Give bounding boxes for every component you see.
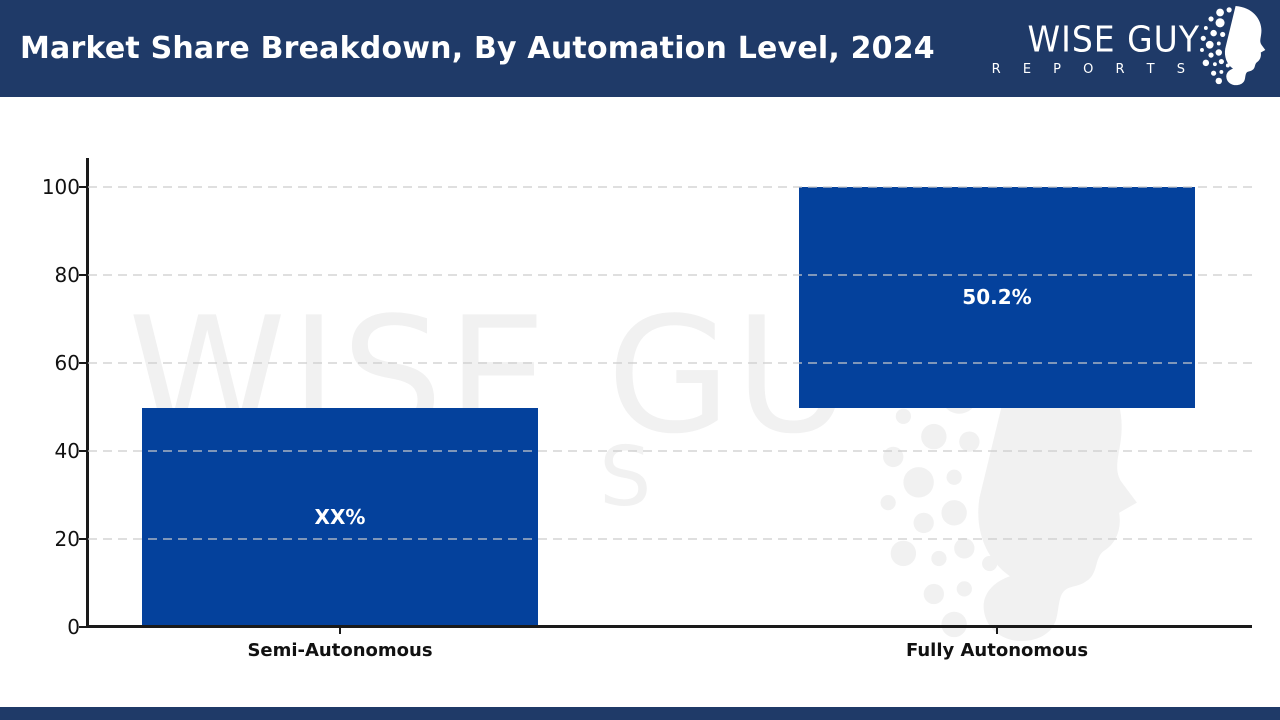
y-tick-mark <box>79 362 87 364</box>
y-tick-label: 40 <box>54 439 80 463</box>
y-tick-label: 100 <box>41 175 80 199</box>
header-band: Market Share Breakdown, By Automation Le… <box>0 0 1280 97</box>
gridline <box>88 538 1252 540</box>
y-axis-line <box>86 158 89 628</box>
gridline <box>88 450 1252 452</box>
x-tick-mark <box>339 627 341 634</box>
y-tick-mark <box>79 626 87 628</box>
page-title: Market Share Breakdown, By Automation Le… <box>20 31 935 66</box>
y-tick-mark <box>79 274 87 276</box>
wise-guy-logo: WISE GUY R E P O R T S <box>992 0 1272 97</box>
bar-value-label: XX% <box>314 505 366 530</box>
x-tick-mark <box>996 627 998 634</box>
bar-value-label: 50.2% <box>962 285 1032 310</box>
x-category-label: Semi-Autonomous <box>247 640 433 661</box>
y-tick-mark <box>79 450 87 452</box>
bar-1 <box>142 407 538 627</box>
logo-subtext: R E P O R T S <box>991 62 1194 77</box>
y-tick-label: 80 <box>54 263 80 287</box>
x-category-label: Fully Autonomous <box>905 640 1089 661</box>
gridline <box>88 186 1252 188</box>
bar-2 <box>799 187 1195 408</box>
gridline <box>88 274 1252 276</box>
wise-guy-face-icon <box>1200 6 1266 86</box>
gridline <box>88 362 1252 364</box>
footer-band <box>0 707 1280 720</box>
y-tick-mark <box>79 538 87 540</box>
logo-wordmark: WISE GUY <box>1027 18 1200 61</box>
x-axis-line <box>86 625 1252 628</box>
y-tick-label: 0 <box>67 615 80 639</box>
y-tick-label: 60 <box>54 351 80 375</box>
y-tick-label: 20 <box>54 527 80 551</box>
y-tick-mark <box>79 186 87 188</box>
